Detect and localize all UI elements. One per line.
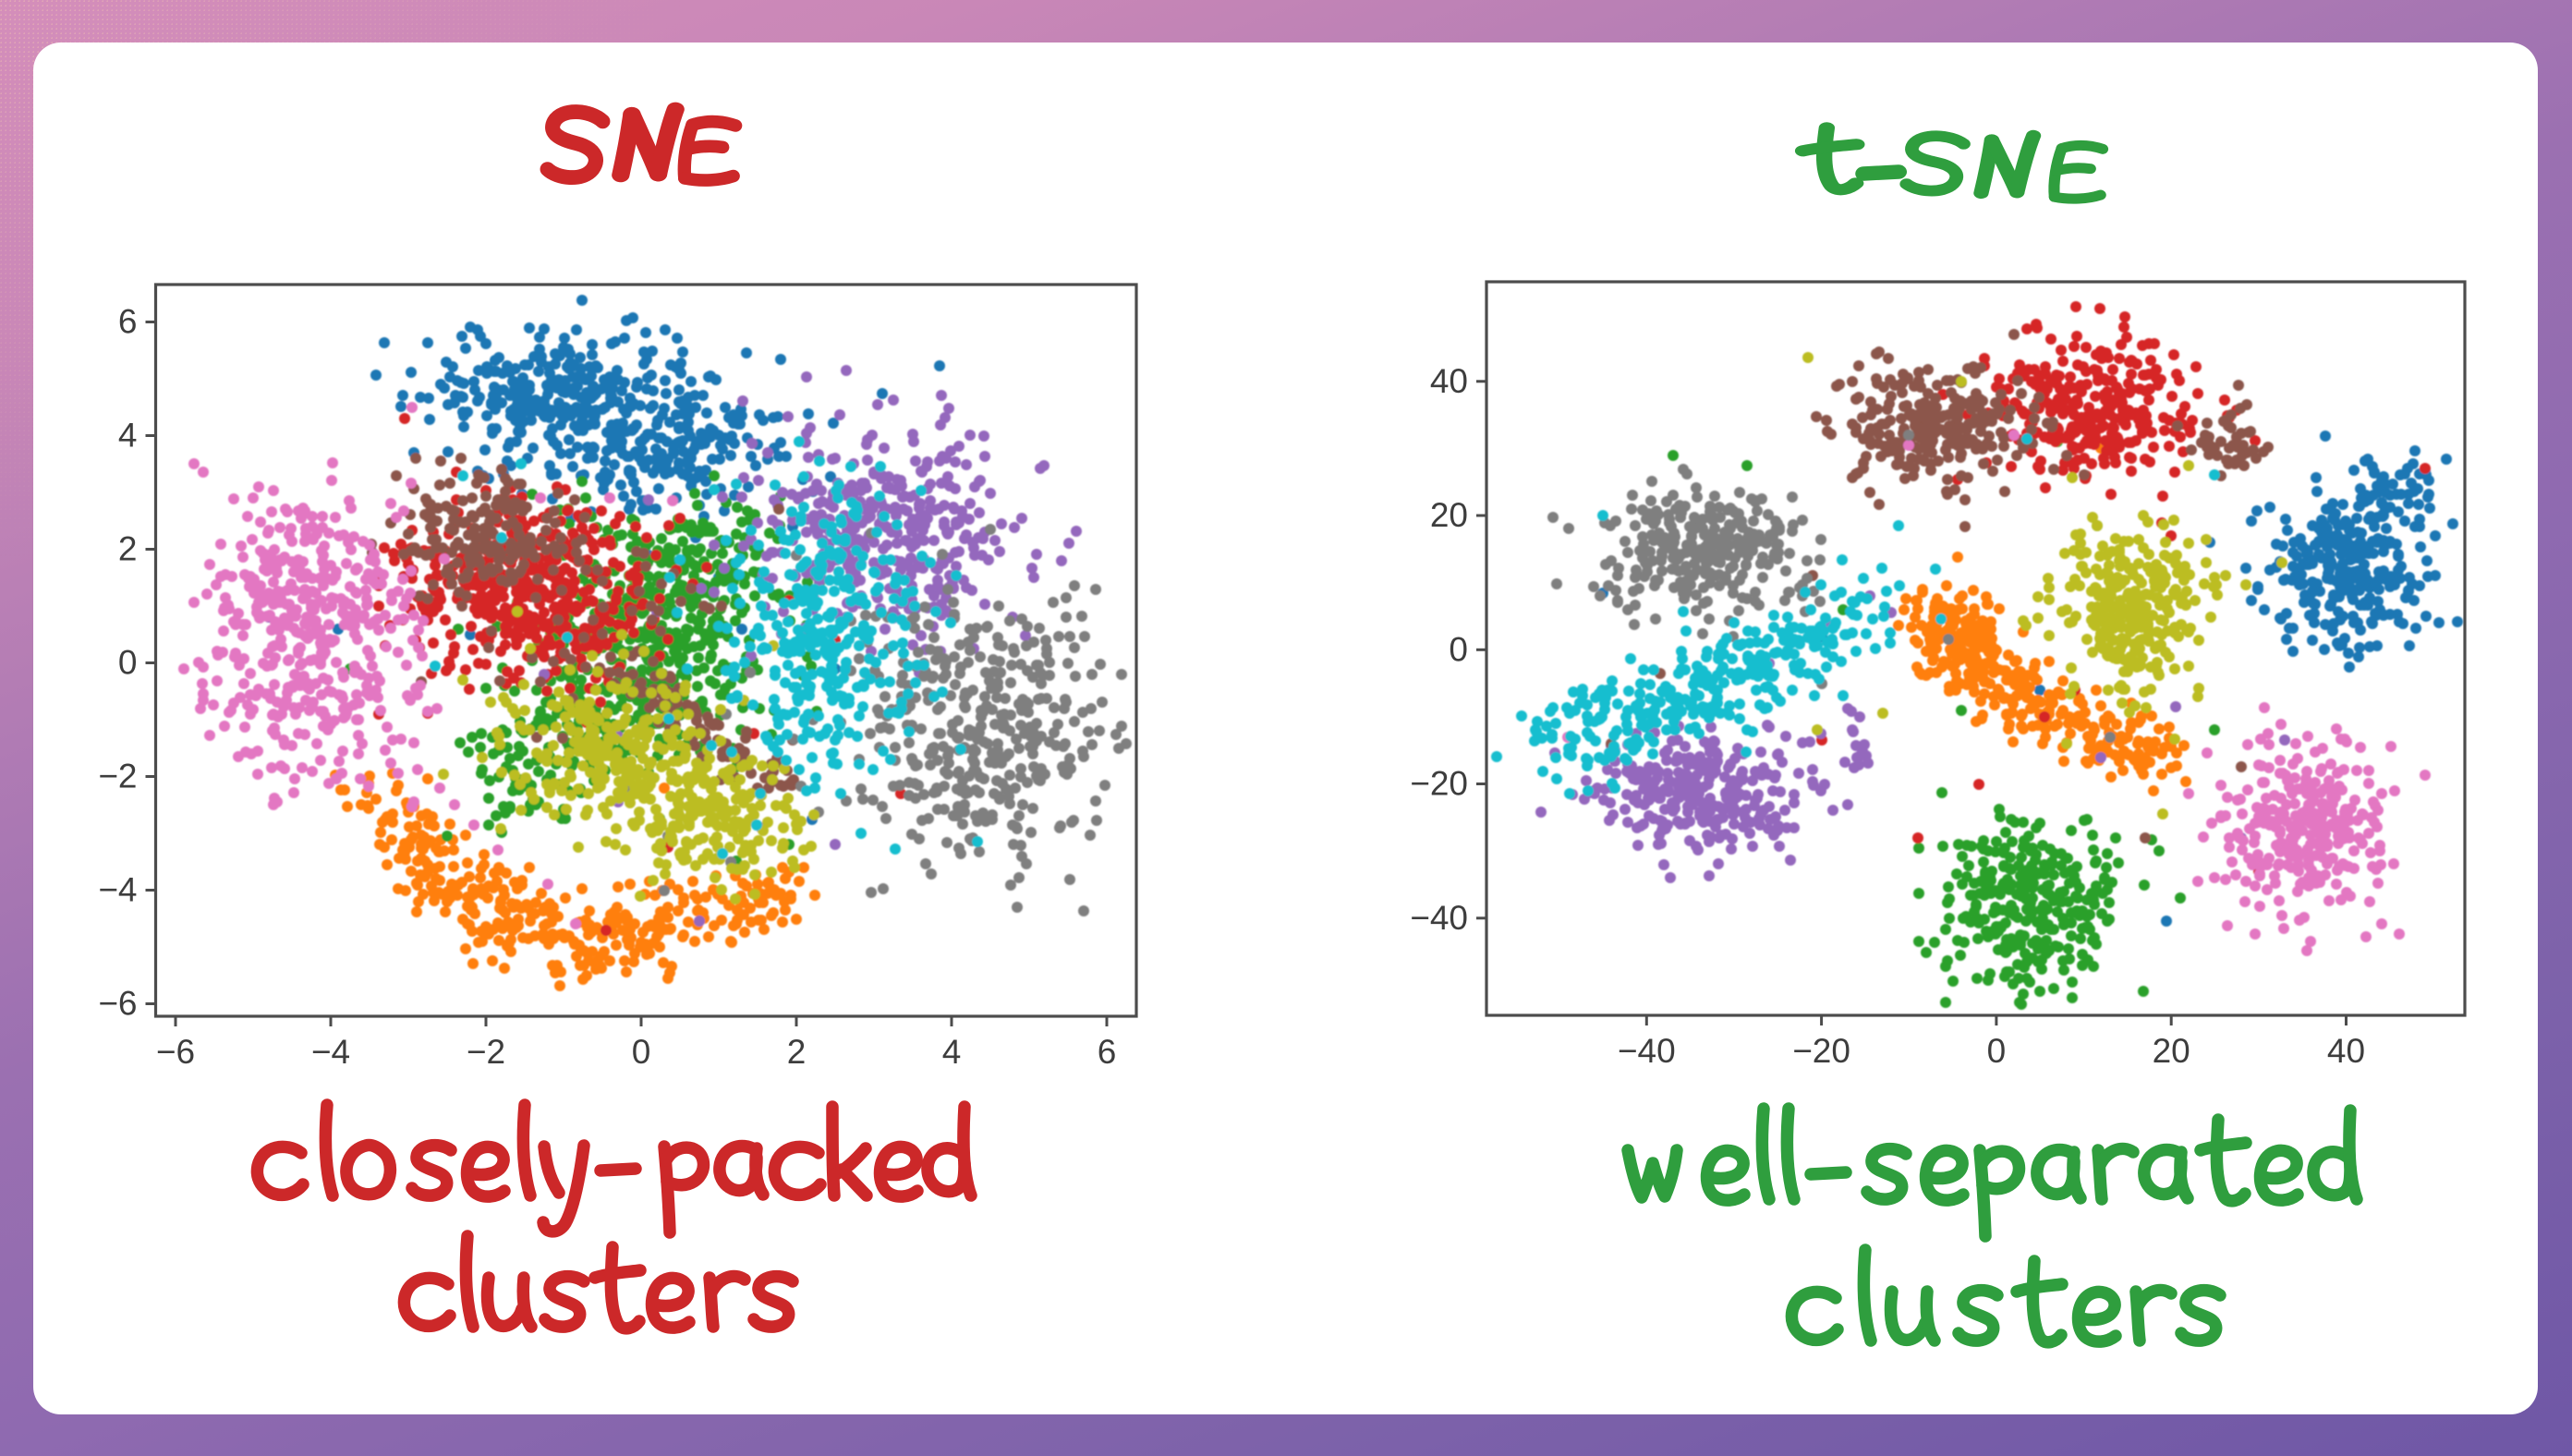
svg-text:−4: −4 — [98, 871, 137, 909]
svg-text:0: 0 — [632, 1033, 651, 1071]
svg-text:0: 0 — [118, 644, 138, 682]
svg-text:−6: −6 — [98, 985, 137, 1023]
svg-text:−2: −2 — [98, 758, 137, 795]
svg-text:−2: −2 — [467, 1033, 505, 1071]
svg-text:−20: −20 — [1792, 1032, 1850, 1070]
svg-text:−4: −4 — [311, 1033, 350, 1071]
svg-text:0: 0 — [1449, 630, 1468, 668]
svg-text:4: 4 — [942, 1033, 962, 1071]
svg-text:−6: −6 — [156, 1033, 195, 1071]
svg-text:−40: −40 — [1410, 899, 1468, 937]
svg-text:−20: −20 — [1410, 765, 1468, 803]
svg-text:0: 0 — [1987, 1032, 2007, 1070]
svg-text:2: 2 — [118, 530, 138, 568]
svg-text:40: 40 — [2327, 1032, 2365, 1070]
svg-text:6: 6 — [118, 303, 138, 341]
svg-text:4: 4 — [118, 417, 138, 455]
svg-text:40: 40 — [1430, 362, 1468, 400]
svg-text:2: 2 — [787, 1033, 807, 1071]
svg-text:−40: −40 — [1618, 1032, 1676, 1070]
svg-text:20: 20 — [2153, 1032, 2190, 1070]
svg-text:20: 20 — [1430, 496, 1468, 534]
svg-text:6: 6 — [1098, 1033, 1117, 1071]
